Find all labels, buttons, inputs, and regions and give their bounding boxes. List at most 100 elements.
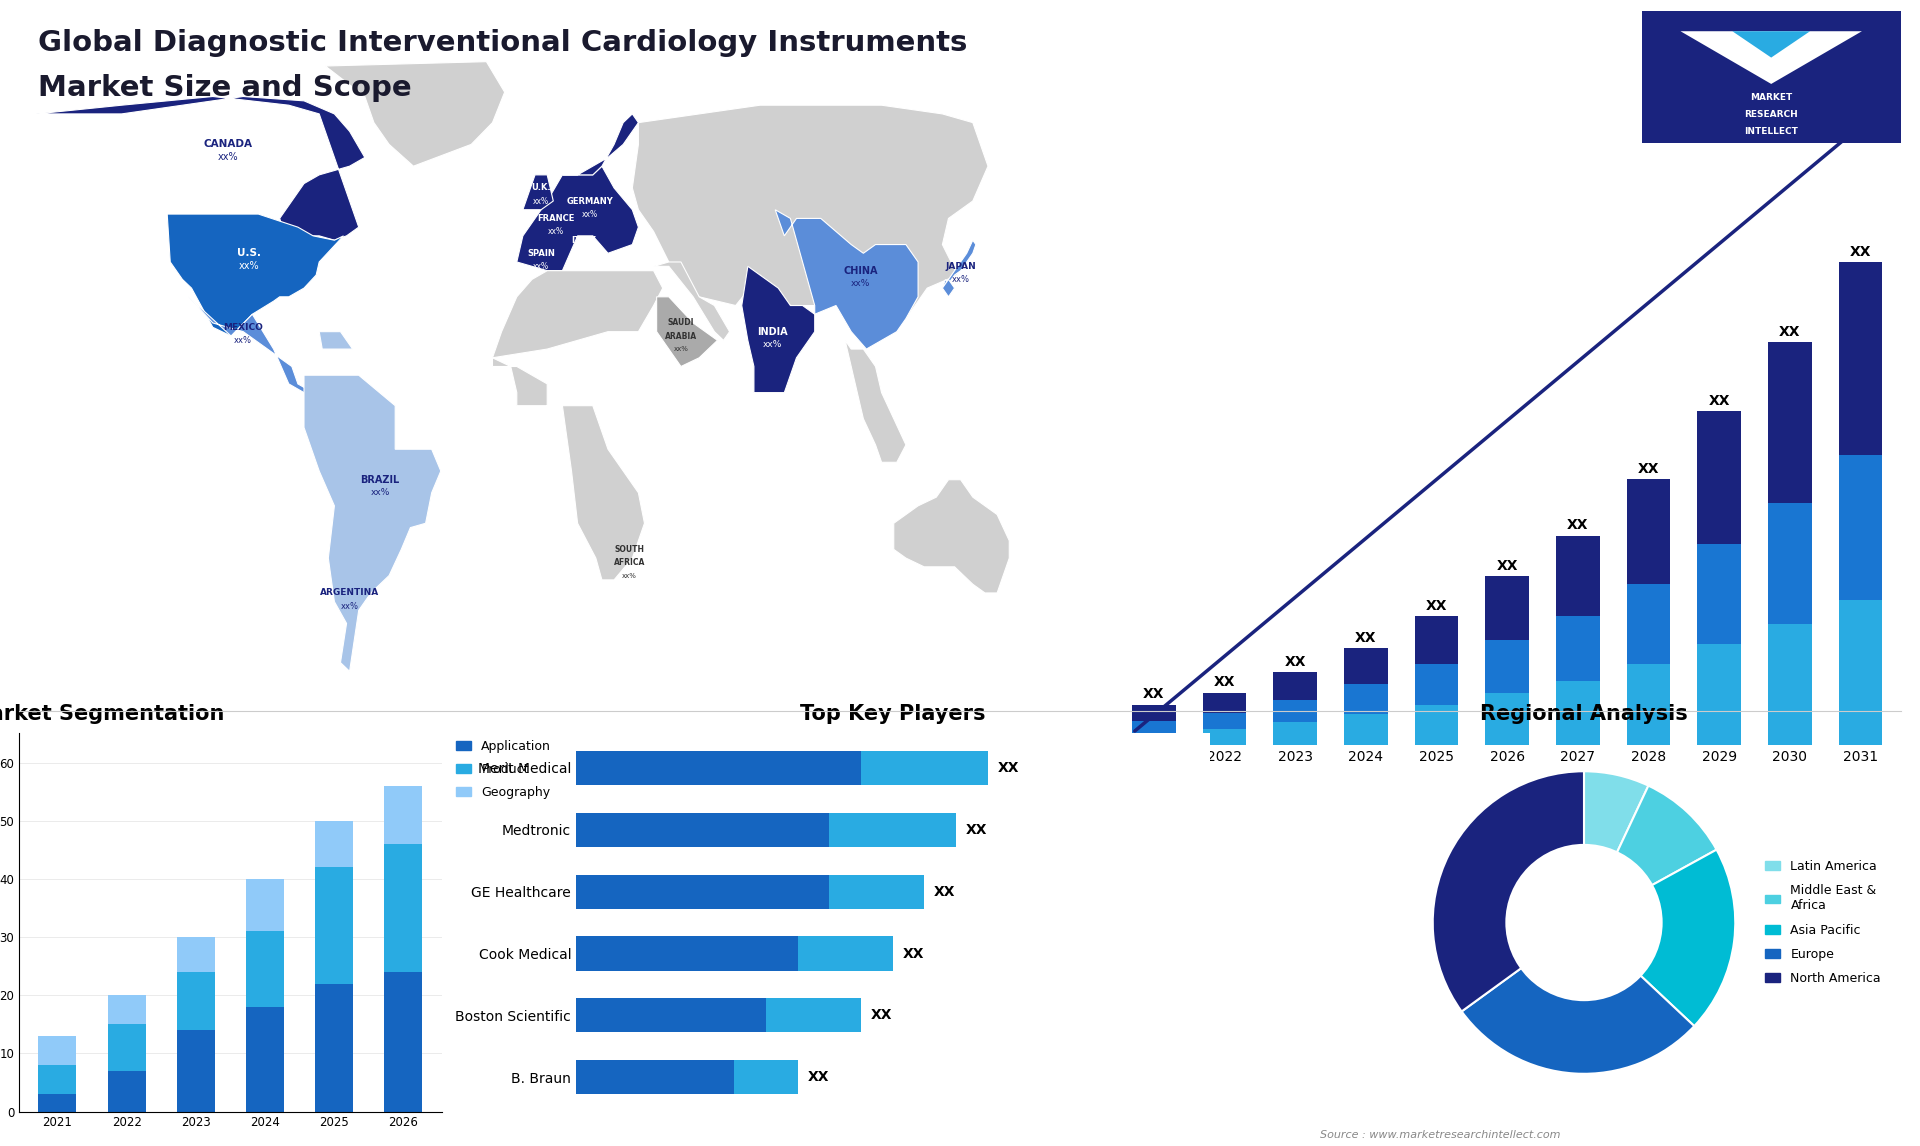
Wedge shape [1432,771,1584,1012]
Text: xx%: xx% [534,196,549,205]
Bar [1133,732,1175,745]
Text: XX: XX [966,823,987,837]
Text: SOUTH: SOUTH [614,544,645,554]
Bar [1626,479,1670,584]
Bar [384,972,422,1112]
Title: Top Key Players: Top Key Players [801,704,985,723]
Polygon shape [516,166,637,270]
Bar [384,786,422,843]
Legend: Latin America, Middle East &
Africa, Asia Pacific, Europe, North America: Latin America, Middle East & Africa, Asi… [1761,855,1885,990]
Bar [766,998,860,1033]
Bar [1626,584,1670,665]
Text: XX: XX [1780,325,1801,339]
Bar [733,1060,799,1094]
Bar [576,936,799,971]
Polygon shape [1732,31,1811,57]
Text: Source : www.marketresearchintellect.com: Source : www.marketresearchintellect.com [1319,1130,1561,1140]
Text: ARGENTINA: ARGENTINA [321,588,380,597]
Bar [177,937,215,972]
Bar [38,1036,77,1065]
Text: xx%: xx% [762,340,781,350]
Text: SPAIN: SPAIN [528,249,555,258]
Bar [576,751,860,785]
Text: xx%: xx% [340,602,359,611]
Text: INDIA: INDIA [756,327,787,337]
Text: xx%: xx% [851,280,870,289]
Bar [1133,705,1175,721]
Bar [829,813,956,847]
Text: Market Segmentation: Market Segmentation [0,704,225,723]
Polygon shape [1680,31,1862,84]
Bar [1768,503,1812,625]
Text: xx%: xx% [549,227,564,236]
Bar [1273,673,1317,700]
Text: xx%: xx% [217,152,238,163]
Bar [1626,665,1670,745]
Title: Regional Analysis: Regional Analysis [1480,704,1688,723]
Text: XX: XX [1849,245,1872,259]
Text: INTELLECT: INTELLECT [1743,127,1799,136]
Text: XX: XX [933,885,956,898]
Text: BRAZIL: BRAZIL [361,474,399,485]
Bar [1344,684,1388,714]
Text: XX: XX [1356,631,1377,645]
Polygon shape [741,266,814,393]
Bar [315,983,353,1112]
Bar [576,998,766,1033]
Bar [38,1065,77,1094]
Bar [108,995,146,1025]
Polygon shape [653,262,730,340]
Text: U.S.: U.S. [238,249,261,258]
Text: SAUDI: SAUDI [668,319,695,328]
Text: xx%: xx% [238,261,259,272]
Text: XX: XX [1638,462,1659,476]
Text: xx%: xx% [622,573,637,579]
Bar [1768,625,1812,745]
Text: XX: XX [1284,656,1306,669]
Text: ARABIA: ARABIA [664,331,697,340]
Text: JAPAN: JAPAN [945,261,975,270]
Bar [799,936,893,971]
Bar [38,1094,77,1112]
Text: xx%: xx% [576,249,591,258]
Bar [1202,692,1246,713]
Bar [1486,575,1528,641]
Bar [1697,543,1741,644]
Polygon shape [324,62,505,166]
Text: xx%: xx% [534,261,549,270]
Bar [1555,535,1599,617]
Bar [1415,617,1459,665]
Text: XX: XX [1709,393,1730,408]
Polygon shape [36,96,365,244]
Text: XX: XX [996,761,1020,775]
Text: XX: XX [1427,599,1448,613]
Text: RESEARCH: RESEARCH [1745,110,1797,119]
Circle shape [1505,843,1663,1002]
Polygon shape [776,210,918,350]
Text: XX: XX [902,947,924,960]
Polygon shape [319,331,353,350]
Bar [1839,601,1882,745]
Polygon shape [492,358,645,580]
Bar [829,874,924,909]
Text: XX: XX [870,1008,893,1022]
Bar [576,1060,733,1094]
Bar [108,1025,146,1070]
Bar [1273,700,1317,722]
Text: XX: XX [1213,675,1235,690]
FancyBboxPatch shape [1634,8,1908,147]
Bar [1415,705,1459,745]
Polygon shape [522,175,553,210]
Bar [1344,714,1388,745]
Text: xx%: xx% [371,488,390,497]
Text: xx%: xx% [674,346,689,352]
Wedge shape [1584,786,1716,923]
Polygon shape [632,105,989,331]
Bar [246,1007,284,1112]
Text: GERMANY: GERMANY [566,196,612,205]
Text: XX: XX [1142,688,1165,701]
Polygon shape [943,241,975,288]
Text: ITALY: ITALY [572,236,595,245]
Bar [576,874,829,909]
Wedge shape [1584,849,1736,1026]
